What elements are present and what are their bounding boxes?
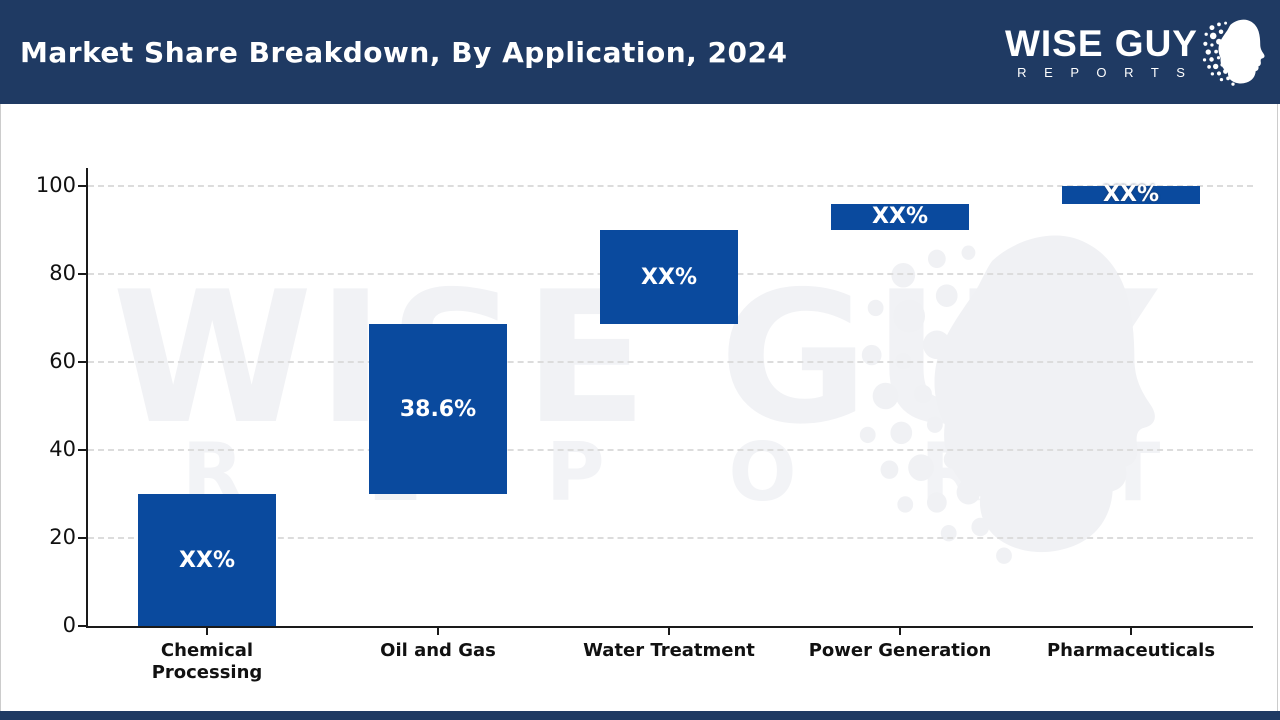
bar-value-label: XX%	[1103, 182, 1159, 208]
y-tickmark-60	[78, 361, 86, 363]
y-tick-label-20: 20	[49, 525, 76, 549]
y-axis-line	[86, 168, 88, 628]
y-tick-label-80: 80	[49, 261, 76, 285]
x-tickmark-2	[668, 628, 670, 635]
y-tick-label-0: 0	[62, 613, 76, 637]
bar-pharmaceuticals: XX%	[1062, 182, 1200, 207]
bar-chemical-processing: XX%	[138, 494, 276, 626]
brand-logo: WISE GUY R E P O R T S	[1005, 6, 1266, 98]
logo-face-icon	[1202, 19, 1265, 86]
gridline-100	[88, 185, 1253, 187]
bar-water-treatment: XX%	[600, 230, 738, 325]
y-tickmark-40	[78, 449, 86, 451]
x-category-label-3: Power Generation	[808, 640, 992, 661]
x-tickmark-3	[899, 628, 901, 635]
gridline-40	[88, 449, 1253, 451]
x-axis-line	[86, 626, 1253, 628]
y-tickmark-20	[78, 537, 86, 539]
x-tickmark-1	[437, 628, 439, 635]
left-border	[0, 104, 1, 712]
bar-power-generation: XX%	[831, 203, 969, 230]
x-category-label-4: Pharmaceuticals	[1046, 640, 1216, 661]
x-tickmark-4	[1130, 628, 1132, 635]
plot-area: 0 20 40 60 80 100 XX% Chemical Processing 38.6% O…	[0, 104, 1280, 712]
bar-value-label: XX%	[641, 264, 697, 290]
y-tickmark-100	[78, 185, 86, 187]
logo-subtext: R E P O R T S	[1017, 64, 1192, 80]
x-tickmark-0	[206, 628, 208, 635]
x-category-label-1: Oil and Gas	[380, 640, 496, 661]
right-border	[1277, 104, 1278, 712]
y-tickmark-0	[78, 625, 86, 627]
x-category-label-2: Water Treatment	[583, 640, 755, 661]
bar-value-label: XX%	[179, 547, 235, 573]
y-tick-label-40: 40	[49, 437, 76, 461]
y-tickmark-80	[78, 273, 86, 275]
y-tick-label-60: 60	[49, 349, 76, 373]
chart-title: Market Share Breakdown, By Application, …	[20, 35, 788, 69]
gridline-20	[88, 537, 1253, 539]
logo-wordmark: WISE GUY	[1004, 22, 1198, 64]
bar-value-label: XX%	[872, 204, 928, 230]
y-tick-label-100: 100	[35, 173, 76, 197]
bar-value-label: 38.6%	[399, 396, 477, 422]
x-category-label-0: Chemical Processing	[151, 640, 263, 683]
gridline-60	[88, 361, 1253, 363]
header-bar: Market Share Breakdown, By Application, …	[0, 0, 1280, 104]
bar-oil-and-gas: 38.6%	[369, 324, 507, 494]
footer-bar	[0, 711, 1280, 720]
chart-area: WISE GUY R E P O R T S 0 20 40 60 80 1	[0, 104, 1280, 712]
